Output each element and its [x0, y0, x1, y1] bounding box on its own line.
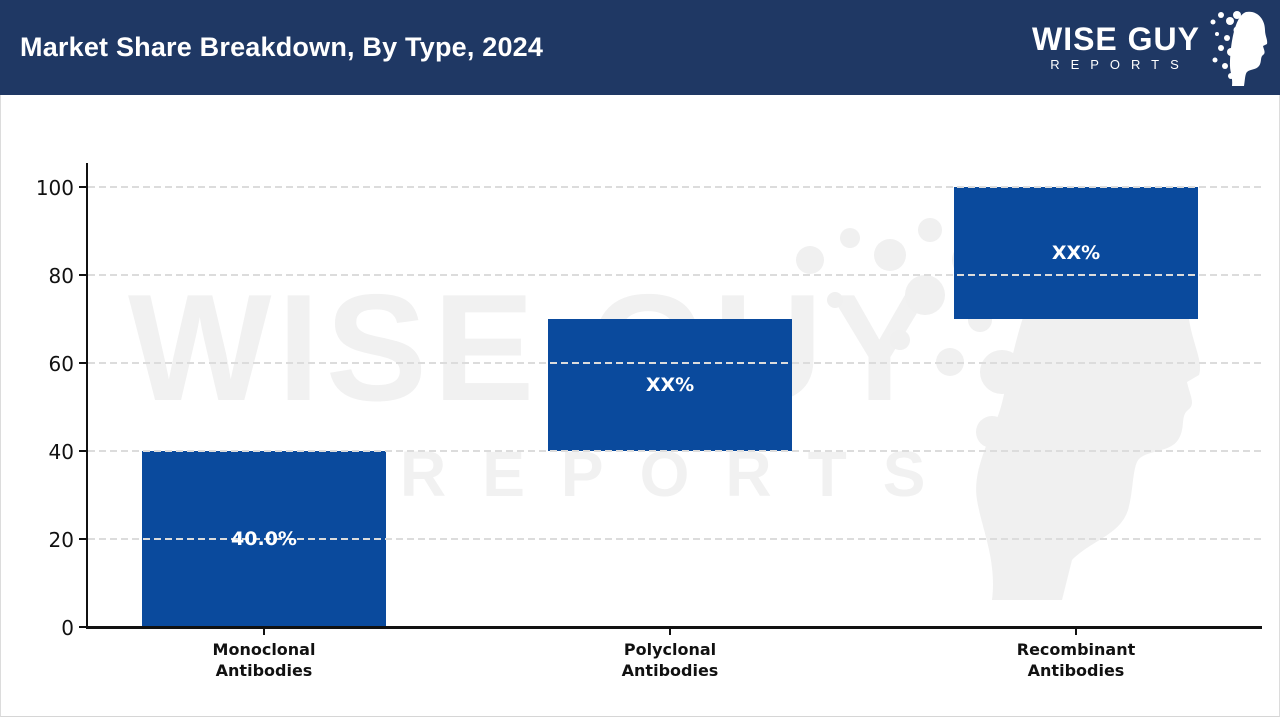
- y-tick-mark: [79, 274, 86, 276]
- logo-head-icon: [1210, 10, 1268, 86]
- x-axis-line: [86, 626, 1262, 629]
- category-label-line1: Recombinant: [1016, 640, 1136, 659]
- y-tick-label-80: 80: [48, 264, 74, 288]
- category-label-recombinant: Recombinant Antibodies: [956, 639, 1196, 681]
- bar-recombinant-antibodies: [954, 187, 1198, 319]
- x-tick-mark: [1075, 629, 1077, 635]
- category-label-line2: Antibodies: [621, 661, 719, 680]
- header-bar: Market Share Breakdown, By Type, 2024 WI…: [0, 0, 1280, 95]
- page-title: Market Share Breakdown, By Type, 2024: [20, 32, 544, 62]
- y-tick-mark: [79, 626, 86, 628]
- bar-value-label-polyclonal: XX%: [645, 374, 695, 396]
- watermark-text-primary: WISE GUY: [128, 263, 937, 433]
- y-tick-label-100: 100: [35, 176, 74, 200]
- gridline-40: [88, 450, 1262, 452]
- gridline-100: [88, 186, 1262, 188]
- category-label-line1: Polyclonal: [623, 640, 717, 659]
- category-label-monoclonal: Monoclonal Antibodies: [144, 639, 384, 681]
- gridline-20: [88, 538, 1262, 540]
- category-label-polyclonal: Polyclonal Antibodies: [550, 639, 790, 681]
- category-label-line1: Monoclonal: [212, 640, 316, 659]
- y-tick-mark: [79, 186, 86, 188]
- category-label-line2: Antibodies: [1027, 661, 1125, 680]
- logo-wordmark-secondary: REPORTS: [1050, 56, 1190, 72]
- y-tick-mark: [79, 362, 86, 364]
- bar-value-label-recombinant: XX%: [1051, 242, 1101, 264]
- y-tick-mark: [79, 450, 86, 452]
- x-tick-mark: [263, 629, 265, 635]
- x-tick-mark: [669, 629, 671, 635]
- y-axis-line: [86, 163, 88, 629]
- gridline-60: [88, 362, 1262, 364]
- bar-value-label-monoclonal: 40.0%: [231, 528, 297, 550]
- y-tick-label-60: 60: [48, 352, 74, 376]
- logo-wordmark-primary: WISE GUY: [1031, 20, 1200, 57]
- bar-polyclonal-antibodies: [548, 319, 792, 451]
- gridline-80: [88, 274, 1262, 276]
- y-tick-label-0: 0: [61, 616, 74, 640]
- y-tick-label-40: 40: [48, 440, 74, 464]
- y-tick-label-20: 20: [48, 528, 74, 552]
- y-tick-mark: [79, 538, 86, 540]
- wise-guy-reports-logo: WISE GUY REPORTS: [1032, 0, 1268, 95]
- category-label-line2: Antibodies: [215, 661, 313, 680]
- watermark-text-secondary: REPORTS: [400, 438, 962, 510]
